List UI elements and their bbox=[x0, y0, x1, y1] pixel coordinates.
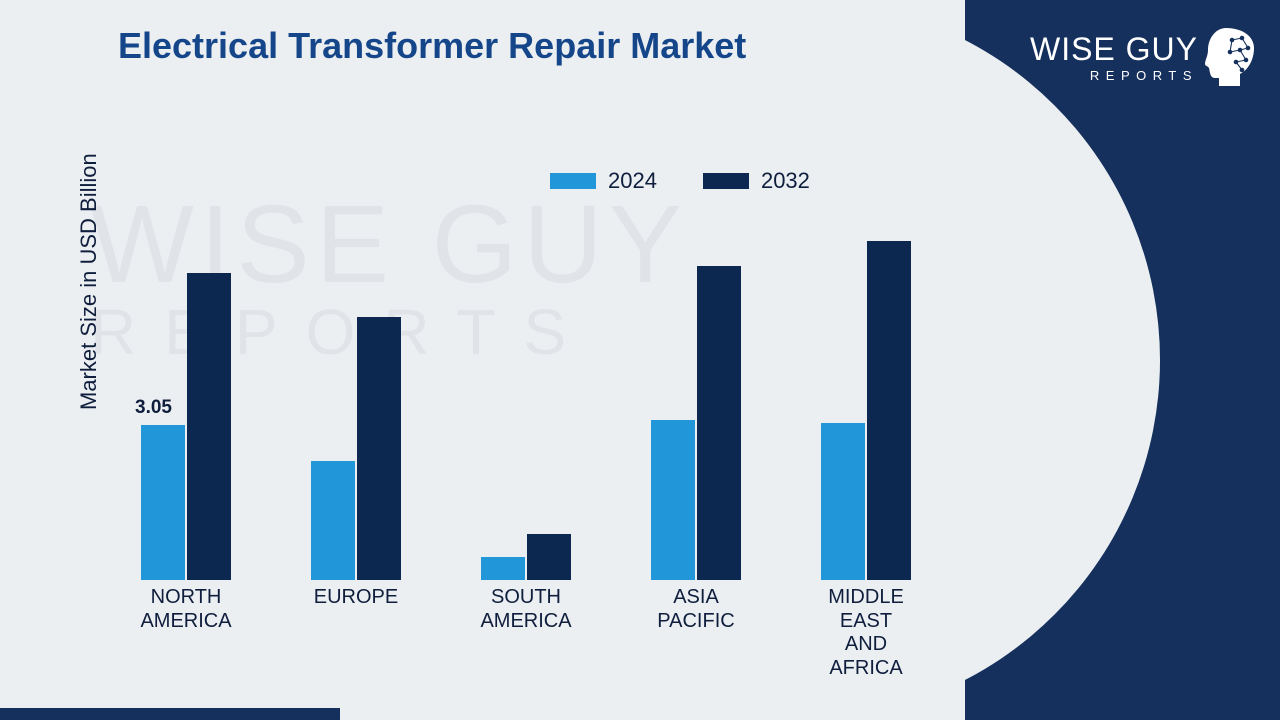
legend-label-a: 2024 bbox=[608, 168, 657, 194]
report-canvas: WISE GUY REPORTS Electrica bbox=[0, 0, 1280, 720]
brand-line-2: REPORTS bbox=[1090, 69, 1198, 82]
bar-group bbox=[481, 534, 571, 580]
bar-series-a bbox=[141, 425, 185, 580]
x-axis-labels: NORTH AMERICA EUROPE SOUTH AMERICA ASIA PAC… bbox=[106, 586, 966, 706]
bar-series-a bbox=[481, 557, 525, 580]
bar-series-b bbox=[697, 266, 741, 580]
x-axis-label: SOUTH AMERICA bbox=[480, 586, 571, 633]
bar-group bbox=[821, 241, 911, 580]
bar-group bbox=[141, 273, 231, 580]
chart-title: Electrical Transformer Repair Market bbox=[118, 24, 746, 67]
bar-series-a bbox=[651, 420, 695, 580]
brand-head-icon bbox=[1202, 26, 1258, 88]
x-axis-label: ASIA PACIFIC bbox=[657, 586, 734, 633]
x-axis-label: MIDDLE EAST AND AFRICA bbox=[828, 586, 904, 680]
legend-item-2024: 2024 bbox=[550, 168, 657, 194]
bar-series-a bbox=[311, 461, 355, 580]
bar-series-b bbox=[357, 317, 401, 580]
legend-swatch-a bbox=[550, 173, 596, 189]
x-axis-label: EUROPE bbox=[314, 586, 398, 610]
legend-label-b: 2032 bbox=[761, 168, 810, 194]
bar-series-b bbox=[867, 241, 911, 580]
bar-value-label: 3.05 bbox=[135, 397, 172, 419]
bar-group bbox=[651, 266, 741, 580]
bar-series-b bbox=[527, 534, 571, 580]
bar-group bbox=[311, 317, 401, 580]
chart-plot-area: 3.05 bbox=[106, 200, 966, 580]
chart-legend: 2024 2032 bbox=[550, 168, 810, 194]
brand-logo: WISE GUY REPORTS bbox=[1030, 26, 1258, 88]
left-bottom-accent bbox=[0, 708, 340, 720]
legend-item-2032: 2032 bbox=[703, 168, 810, 194]
x-axis-label: NORTH AMERICA bbox=[140, 586, 231, 633]
brand-line-1: WISE GUY bbox=[1030, 33, 1198, 65]
y-axis-label: Market Size in USD Billion bbox=[76, 153, 102, 410]
legend-swatch-b bbox=[703, 173, 749, 189]
bar-series-a bbox=[821, 423, 865, 580]
bar-series-b bbox=[187, 273, 231, 580]
